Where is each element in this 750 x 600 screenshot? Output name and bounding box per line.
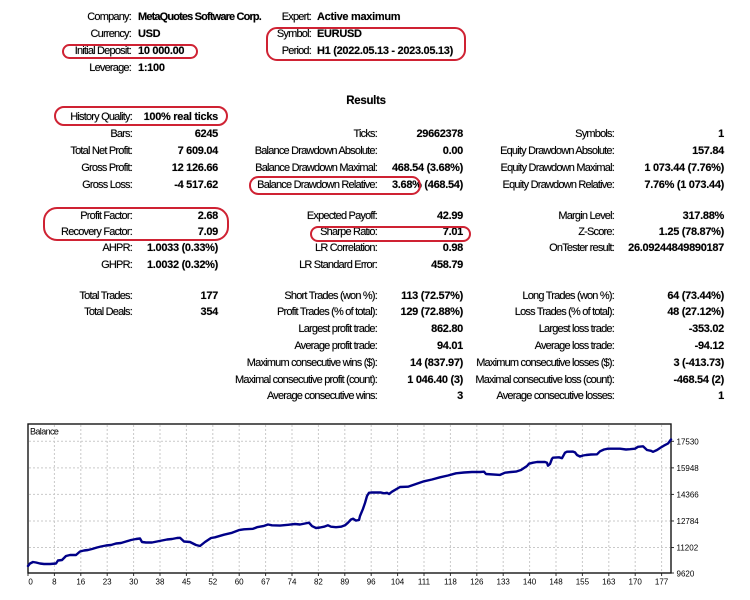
svg-text:11202: 11202 bbox=[677, 544, 699, 553]
svg-text:30: 30 bbox=[129, 578, 138, 587]
svg-text:74: 74 bbox=[288, 578, 297, 587]
svg-text:14366: 14366 bbox=[677, 490, 700, 499]
svg-text:45: 45 bbox=[182, 578, 191, 587]
svg-text:148: 148 bbox=[549, 578, 563, 587]
svg-text:60: 60 bbox=[235, 578, 244, 587]
svg-text:89: 89 bbox=[340, 578, 349, 587]
svg-text:170: 170 bbox=[629, 578, 643, 587]
svg-text:104: 104 bbox=[391, 578, 405, 587]
svg-text:15948: 15948 bbox=[677, 464, 700, 473]
svg-text:8: 8 bbox=[52, 578, 57, 587]
svg-text:111: 111 bbox=[418, 578, 431, 587]
svg-text:23: 23 bbox=[103, 578, 112, 587]
svg-text:118: 118 bbox=[444, 578, 457, 587]
svg-text:67: 67 bbox=[261, 578, 270, 587]
svg-text:17530: 17530 bbox=[677, 437, 700, 446]
svg-text:155: 155 bbox=[576, 578, 590, 587]
svg-text:133: 133 bbox=[497, 578, 511, 587]
svg-text:52: 52 bbox=[208, 578, 217, 587]
svg-text:163: 163 bbox=[602, 578, 616, 587]
svg-text:177: 177 bbox=[655, 578, 669, 587]
svg-text:140: 140 bbox=[523, 578, 537, 587]
svg-text:16: 16 bbox=[76, 578, 85, 587]
svg-text:126: 126 bbox=[470, 578, 484, 587]
svg-text:96: 96 bbox=[367, 578, 376, 587]
svg-text:12784: 12784 bbox=[677, 517, 700, 526]
svg-text:82: 82 bbox=[314, 578, 323, 587]
svg-text:38: 38 bbox=[156, 578, 165, 587]
svg-text:0: 0 bbox=[28, 578, 33, 587]
svg-text:9620: 9620 bbox=[677, 570, 695, 579]
svg-text:Balance: Balance bbox=[30, 427, 59, 437]
